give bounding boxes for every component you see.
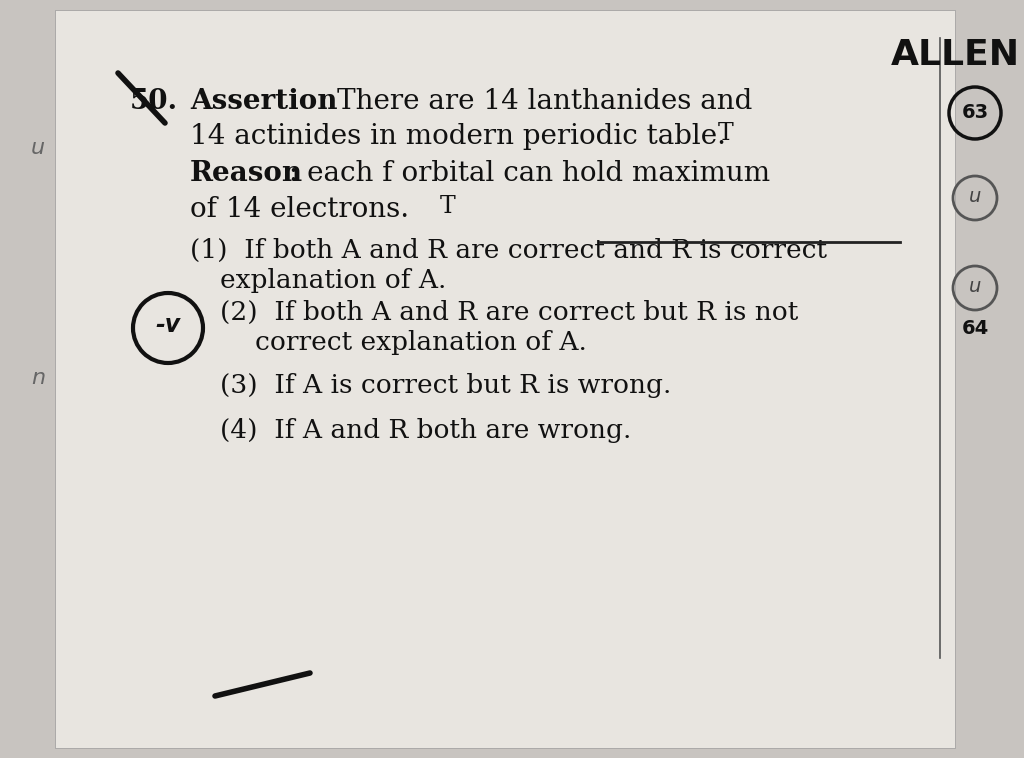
Text: n: n	[31, 368, 45, 388]
Text: 50.: 50.	[130, 88, 178, 115]
Text: (4)  If A and R both are wrong.: (4) If A and R both are wrong.	[220, 418, 632, 443]
Text: Reason: Reason	[190, 160, 303, 187]
Text: 64: 64	[962, 318, 988, 337]
Text: u: u	[969, 277, 981, 296]
Text: T: T	[718, 122, 734, 145]
Text: of 14 electrons.: of 14 electrons.	[190, 196, 410, 223]
Text: -v: -v	[156, 313, 180, 337]
Text: (2)  If both A and R are correct but R is not: (2) If both A and R are correct but R is…	[220, 300, 799, 325]
Text: (1)  If both A and R are correct and R is correct: (1) If both A and R are correct and R is…	[190, 238, 827, 263]
Text: T: T	[440, 195, 456, 218]
Text: correct explanation of A.: correct explanation of A.	[255, 330, 587, 355]
Text: u: u	[969, 187, 981, 206]
Text: ALLEN: ALLEN	[891, 38, 1020, 72]
Text: explanation of A.: explanation of A.	[220, 268, 446, 293]
Text: : There are 14 lanthanides and: : There are 14 lanthanides and	[310, 88, 753, 115]
FancyBboxPatch shape	[55, 10, 955, 748]
Text: (3)  If A is correct but R is wrong.: (3) If A is correct but R is wrong.	[220, 373, 672, 398]
Text: 63: 63	[962, 104, 988, 123]
Text: 14 actinides in modern periodic table.: 14 actinides in modern periodic table.	[190, 123, 726, 150]
Text: Assertion: Assertion	[190, 88, 338, 115]
Text: u: u	[31, 138, 45, 158]
Text: : each f orbital can hold maximum: : each f orbital can hold maximum	[280, 160, 770, 187]
